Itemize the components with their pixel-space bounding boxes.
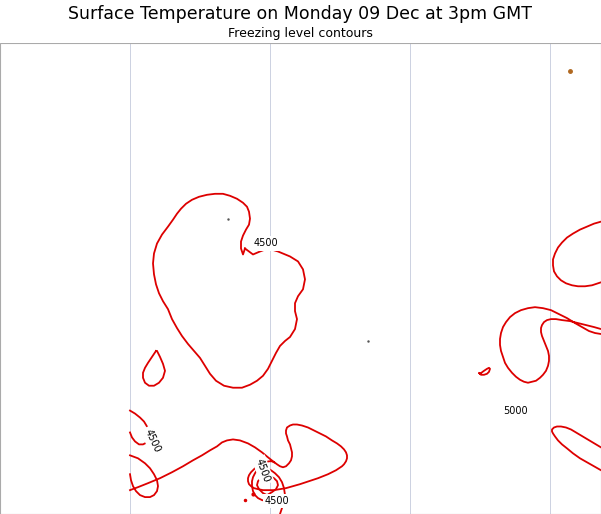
Text: 4500: 4500	[254, 238, 279, 248]
Text: 4500: 4500	[142, 427, 162, 454]
Text: Surface Temperature on Monday 09 Dec at 3pm GMT: Surface Temperature on Monday 09 Dec at …	[69, 5, 532, 23]
Text: Freezing level contours: Freezing level contours	[228, 27, 373, 40]
Text: 4500: 4500	[265, 496, 290, 506]
Text: 5000: 5000	[503, 406, 528, 416]
Text: 4500: 4500	[254, 457, 272, 484]
